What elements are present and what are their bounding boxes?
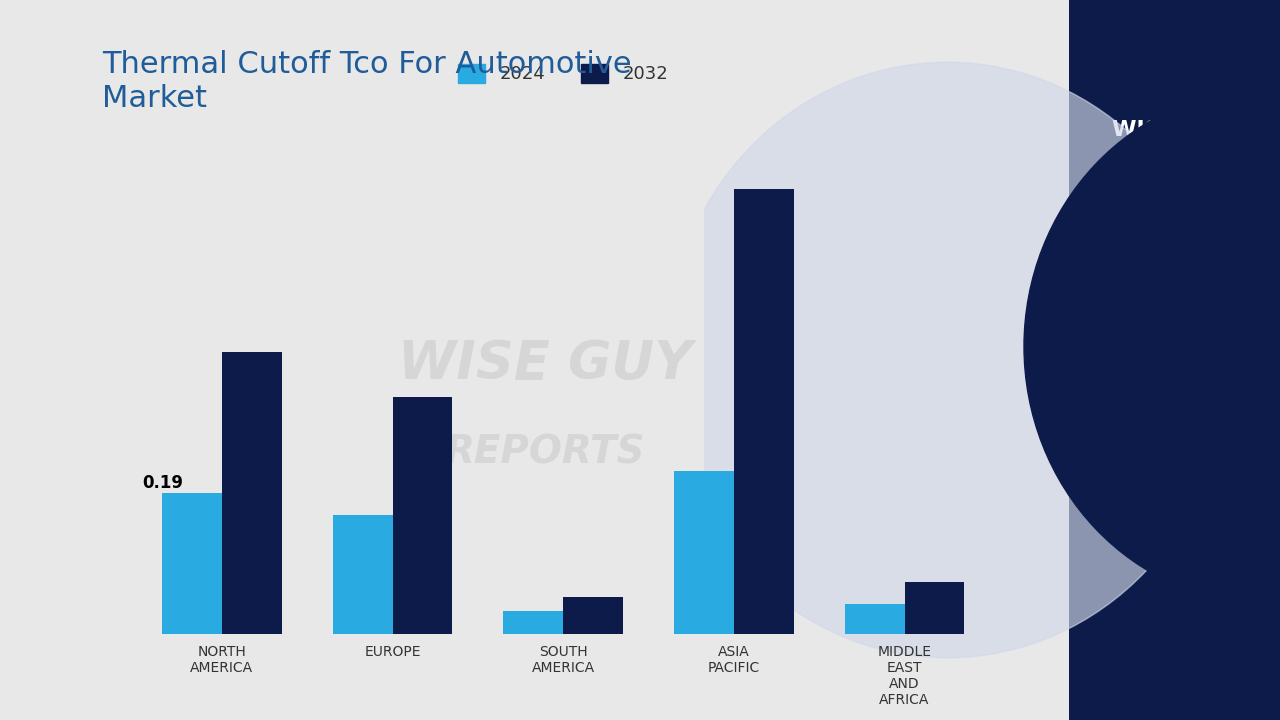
Text: WISE GUY: WISE GUY [398,338,692,390]
Bar [163,493,221,634]
Text: REPORTS: REPORTS [1128,179,1221,197]
Bar [905,582,964,634]
Bar [733,189,794,634]
Bar [503,611,563,634]
Circle shape [666,62,1229,658]
Text: Thermal Cutoff Tco For Automotive
Market: Thermal Cutoff Tco For Automotive Market [102,50,632,113]
Bar [563,597,623,634]
Bar [845,604,905,634]
Text: 0.19: 0.19 [142,474,183,492]
Legend: 2024, 2032: 2024, 2032 [451,57,676,91]
Bar [333,515,393,634]
Circle shape [1024,89,1280,603]
Text: WISE GUY: WISE GUY [1112,120,1236,140]
Bar [675,471,733,634]
Bar [221,352,282,634]
Bar [393,397,452,634]
Text: REPORTS: REPORTS [444,433,645,471]
